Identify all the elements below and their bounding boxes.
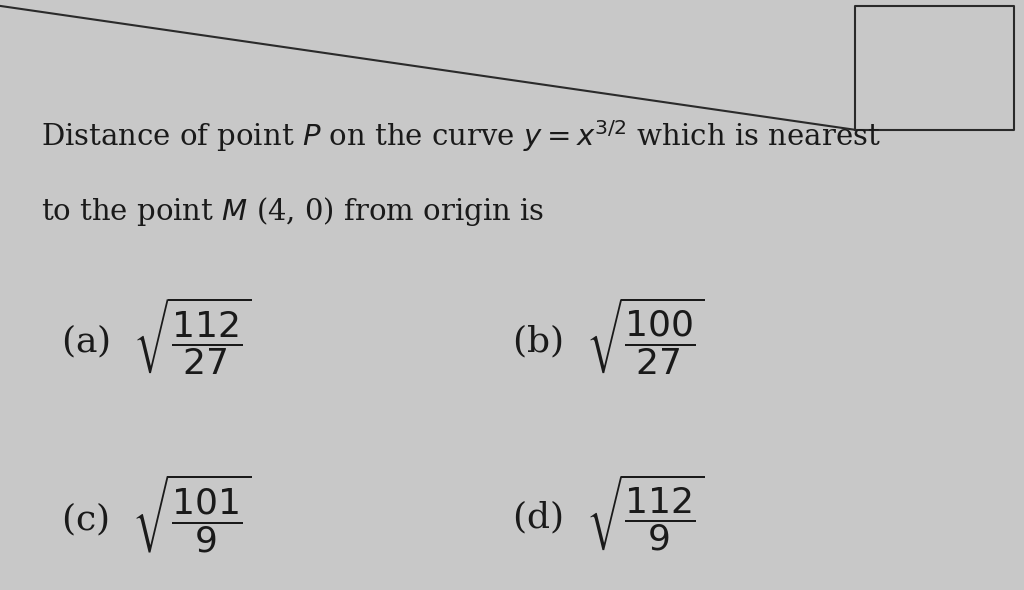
Text: to the point $M$ (4, 0) from origin is: to the point $M$ (4, 0) from origin is <box>41 195 544 228</box>
Text: (b)  $\sqrt{\dfrac{100}{27}}$: (b) $\sqrt{\dfrac{100}{27}}$ <box>512 295 705 377</box>
Text: (a)  $\sqrt{\dfrac{112}{27}}$: (a) $\sqrt{\dfrac{112}{27}}$ <box>61 295 252 377</box>
Text: Distance of point $P$ on the curve $y = x^{3/2}$ which is nearest: Distance of point $P$ on the curve $y = … <box>41 118 881 154</box>
Text: (d)  $\sqrt{\dfrac{112}{9}}$: (d) $\sqrt{\dfrac{112}{9}}$ <box>512 472 705 553</box>
Text: (c)  $\sqrt{\dfrac{101}{9}}$: (c) $\sqrt{\dfrac{101}{9}}$ <box>61 472 252 555</box>
